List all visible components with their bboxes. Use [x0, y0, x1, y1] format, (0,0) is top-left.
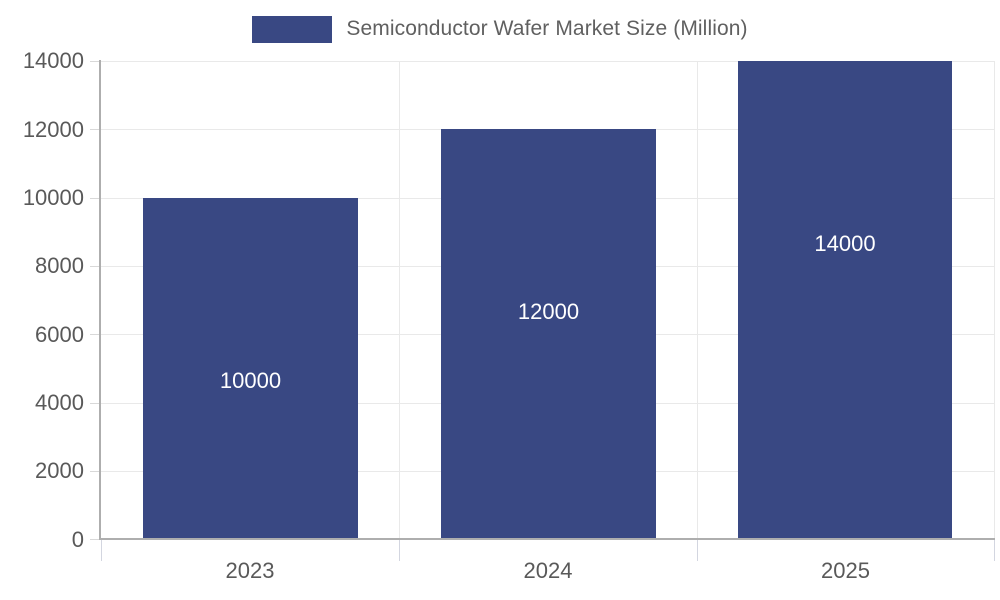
y-tick-mark-12000 [90, 129, 99, 130]
gridline-14000 [101, 61, 995, 62]
x-tick-mark-end [994, 540, 995, 561]
y-tick-mark-2000 [90, 471, 99, 472]
x-tick-mark-start [101, 540, 102, 561]
legend-color-swatch-icon [252, 15, 333, 43]
bar-2025[interactable]: 14000 [738, 61, 952, 539]
y-axis-line [99, 60, 101, 540]
y-tick-mark-6000 [90, 334, 99, 335]
legend-item-label: Semiconductor Wafer Market Size (Million… [346, 17, 748, 40]
x-tick-label-2025: 2025 [821, 558, 870, 583]
legend-item-semiconductor-wafer-market-size[interactable]: Semiconductor Wafer Market Size (Million… [252, 0, 748, 58]
y-tick-label-8000: 8000 [35, 253, 84, 278]
y-tick-mark-4000 [90, 403, 99, 404]
y-tick-label-0: 0 [71, 527, 84, 552]
y-tick-mark-8000 [90, 266, 99, 267]
y-tick-mark-10000 [90, 198, 99, 199]
bar-2024[interactable]: 12000 [441, 129, 656, 539]
x-tick-label-2023: 2023 [225, 558, 275, 583]
bar-value-label-2024: 12000 [517, 299, 580, 324]
gridline-category-divider-2 [697, 61, 698, 539]
y-tick-mark-0 [90, 539, 99, 540]
y-tick-label-14000: 14000 [22, 48, 84, 73]
y-tick-label-12000: 12000 [22, 117, 84, 142]
y-tick-label-4000: 4000 [35, 390, 84, 415]
plot-area: 10000 12000 14000 [101, 61, 995, 539]
x-tick-mark-1 [399, 540, 400, 561]
x-tick-label-2024: 2024 [523, 558, 573, 583]
bar-2023[interactable]: 10000 [143, 197, 358, 539]
gridline-category-divider-1 [399, 61, 400, 539]
y-tick-label-6000: 6000 [35, 322, 84, 347]
y-tick-label-10000: 10000 [22, 185, 84, 210]
bar-value-label-2023: 10000 [219, 367, 282, 393]
x-axis-line [99, 538, 995, 540]
bar-value-label-2025: 14000 [814, 231, 876, 256]
y-tick-label-2000: 2000 [35, 458, 84, 483]
gridline-plot-right-edge [994, 61, 995, 539]
x-tick-mark-2 [697, 540, 698, 561]
y-tick-mark-14000 [90, 61, 99, 62]
chart-legend: Semiconductor Wafer Market Size (Million… [0, 0, 1000, 58]
